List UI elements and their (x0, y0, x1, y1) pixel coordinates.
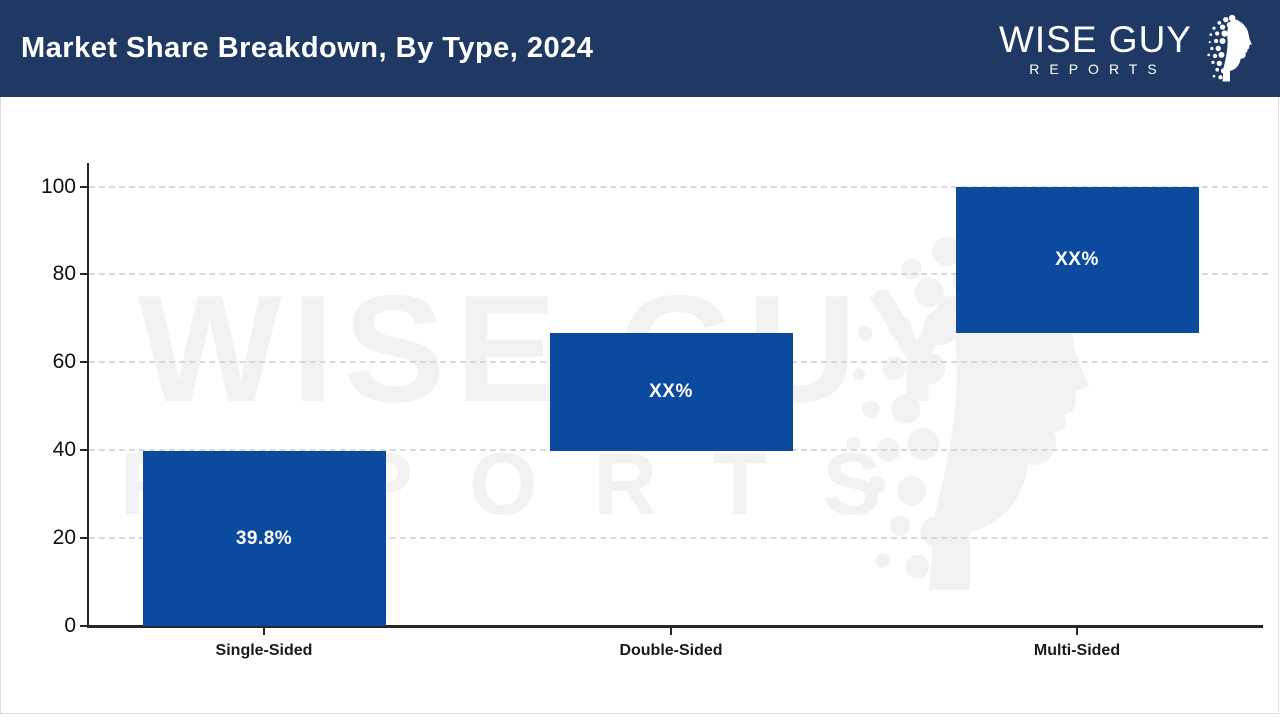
y-tick-mark (80, 185, 88, 188)
logo-text: WISE GUY REPORTS (999, 21, 1192, 76)
header-bar: Market Share Breakdown, By Type, 2024 WI… (0, 0, 1280, 97)
x-tick-mark (670, 628, 672, 635)
bar-multi-sided: XX% (955, 186, 1199, 334)
gridline-y20 (89, 537, 1268, 540)
bar-double-sided: XX% (549, 333, 793, 452)
logo-head-icon (1207, 14, 1252, 82)
chart-frame (0, 97, 1279, 714)
logo-wordmark: WISE GUY (998, 19, 1192, 60)
y-tick-mark (80, 537, 88, 540)
y-tick-label: 80 (52, 262, 76, 286)
y-tick-mark (80, 361, 88, 364)
chart-title: Market Share Breakdown, By Type, 2024 (21, 32, 594, 64)
y-tick-mark (80, 625, 88, 627)
y-tick-mark (80, 449, 88, 452)
bar-value-label: 39.8% (235, 527, 293, 549)
x-tick-label: Double-Sided (619, 642, 723, 659)
y-axis-line (87, 163, 89, 626)
x-tick-mark (263, 628, 265, 635)
y-tick-label: 0 (64, 614, 76, 637)
y-tick-label: 40 (52, 438, 76, 462)
logo-subtitle: REPORTS (1029, 61, 1167, 77)
x-tick-mark (1076, 628, 1078, 635)
chart-area: WISE GUY REPORTS 0 20 40 60 80 100 39.8% XX% XX%… (0, 97, 1280, 720)
y-tick-mark (80, 273, 88, 276)
y-tick-label: 20 (52, 526, 76, 550)
bar-single-sided: 39.8% (142, 451, 386, 626)
gridline-y80 (89, 273, 1268, 276)
y-tick-label: 100 (40, 174, 76, 198)
x-axis-line (87, 625, 1263, 628)
bar-value-label: XX% (649, 381, 693, 403)
x-tick-label: Multi-Sided (1033, 642, 1121, 659)
gridline-y100 (89, 185, 1268, 188)
wiseguy-logo: WISE GUY REPORTS (999, 12, 1262, 86)
bar-value-label: XX% (1055, 248, 1099, 270)
x-tick-label: Single-Sided (215, 642, 313, 659)
y-tick-label: 60 (52, 350, 76, 374)
